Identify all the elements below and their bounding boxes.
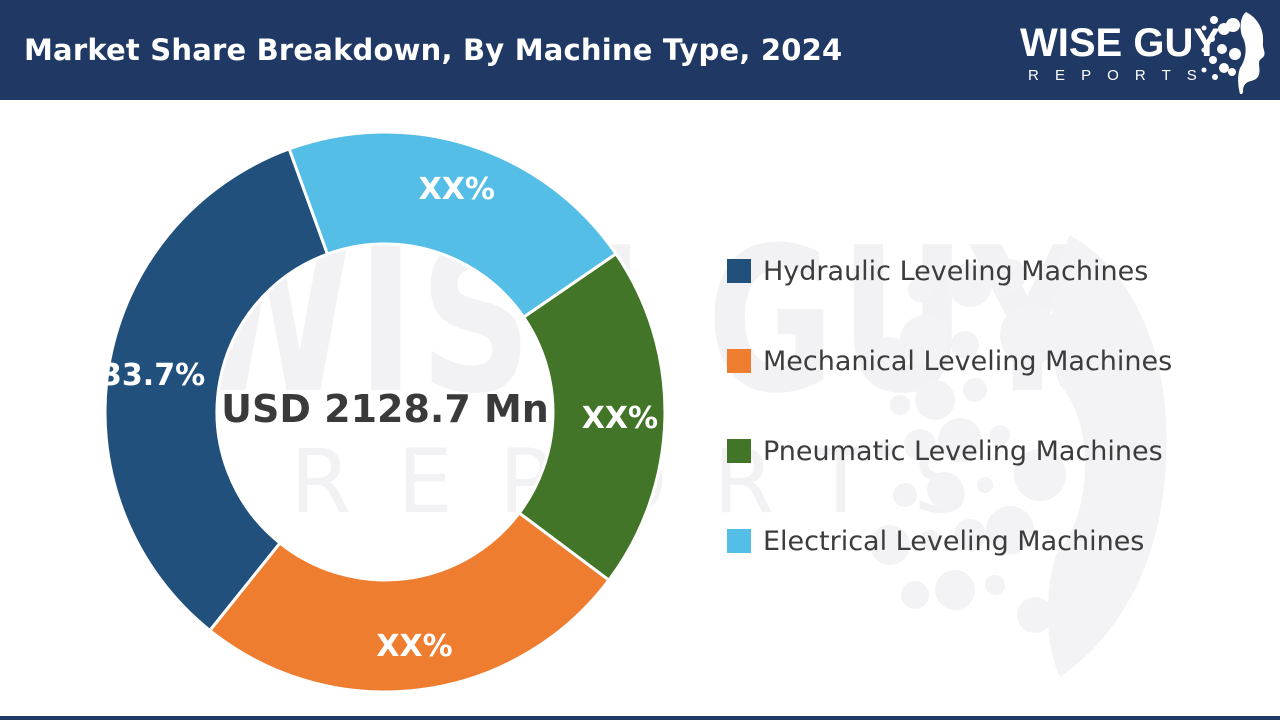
legend-swatch-pneumatic	[727, 439, 751, 463]
chart-legend: Hydraulic Leveling Machines Mechanical L…	[727, 254, 1172, 614]
wise-guy-reports-logo: WISE GUY R E P O R T S	[1020, 12, 1265, 94]
logo-text-line1: WISE GUY	[1020, 21, 1220, 65]
legend-label: Hydraulic Leveling Machines	[763, 255, 1149, 287]
slice-label-hydraulic: 33.7%	[101, 358, 205, 393]
footer-bar	[0, 716, 1280, 720]
chart-center-value: USD 2128.7 Mn	[221, 387, 549, 431]
slice-label-pneumatic: XX%	[582, 401, 658, 436]
legend-label: Mechanical Leveling Machines	[763, 345, 1173, 377]
slice-pneumatic	[517, 252, 667, 582]
page-title: Market Share Breakdown, By Machine Type,…	[24, 33, 843, 67]
legend-item-pneumatic: Pneumatic Leveling Machines	[727, 434, 1172, 468]
slice-mechanical	[208, 511, 611, 694]
legend-item-electrical: Electrical Leveling Machines	[727, 524, 1172, 558]
legend-swatch-hydraulic	[727, 259, 751, 283]
legend-item-mechanical: Mechanical Leveling Machines	[727, 344, 1172, 378]
legend-swatch-electrical	[727, 529, 751, 553]
slice-label-electrical: XX%	[419, 172, 495, 207]
legend-label: Electrical Leveling Machines	[763, 525, 1145, 557]
legend-label: Pneumatic Leveling Machines	[763, 435, 1163, 467]
logo-face-icon	[1201, 12, 1265, 94]
logo-text-line2: R E P O R T S	[1028, 67, 1203, 84]
slice-hydraulic	[103, 147, 329, 632]
slice-electrical	[287, 130, 618, 319]
slice-label-mechanical: XX%	[376, 629, 452, 664]
legend-item-hydraulic: Hydraulic Leveling Machines	[727, 254, 1172, 288]
legend-swatch-mechanical	[727, 349, 751, 373]
header-bar: Market Share Breakdown, By Machine Type,…	[0, 0, 1280, 100]
